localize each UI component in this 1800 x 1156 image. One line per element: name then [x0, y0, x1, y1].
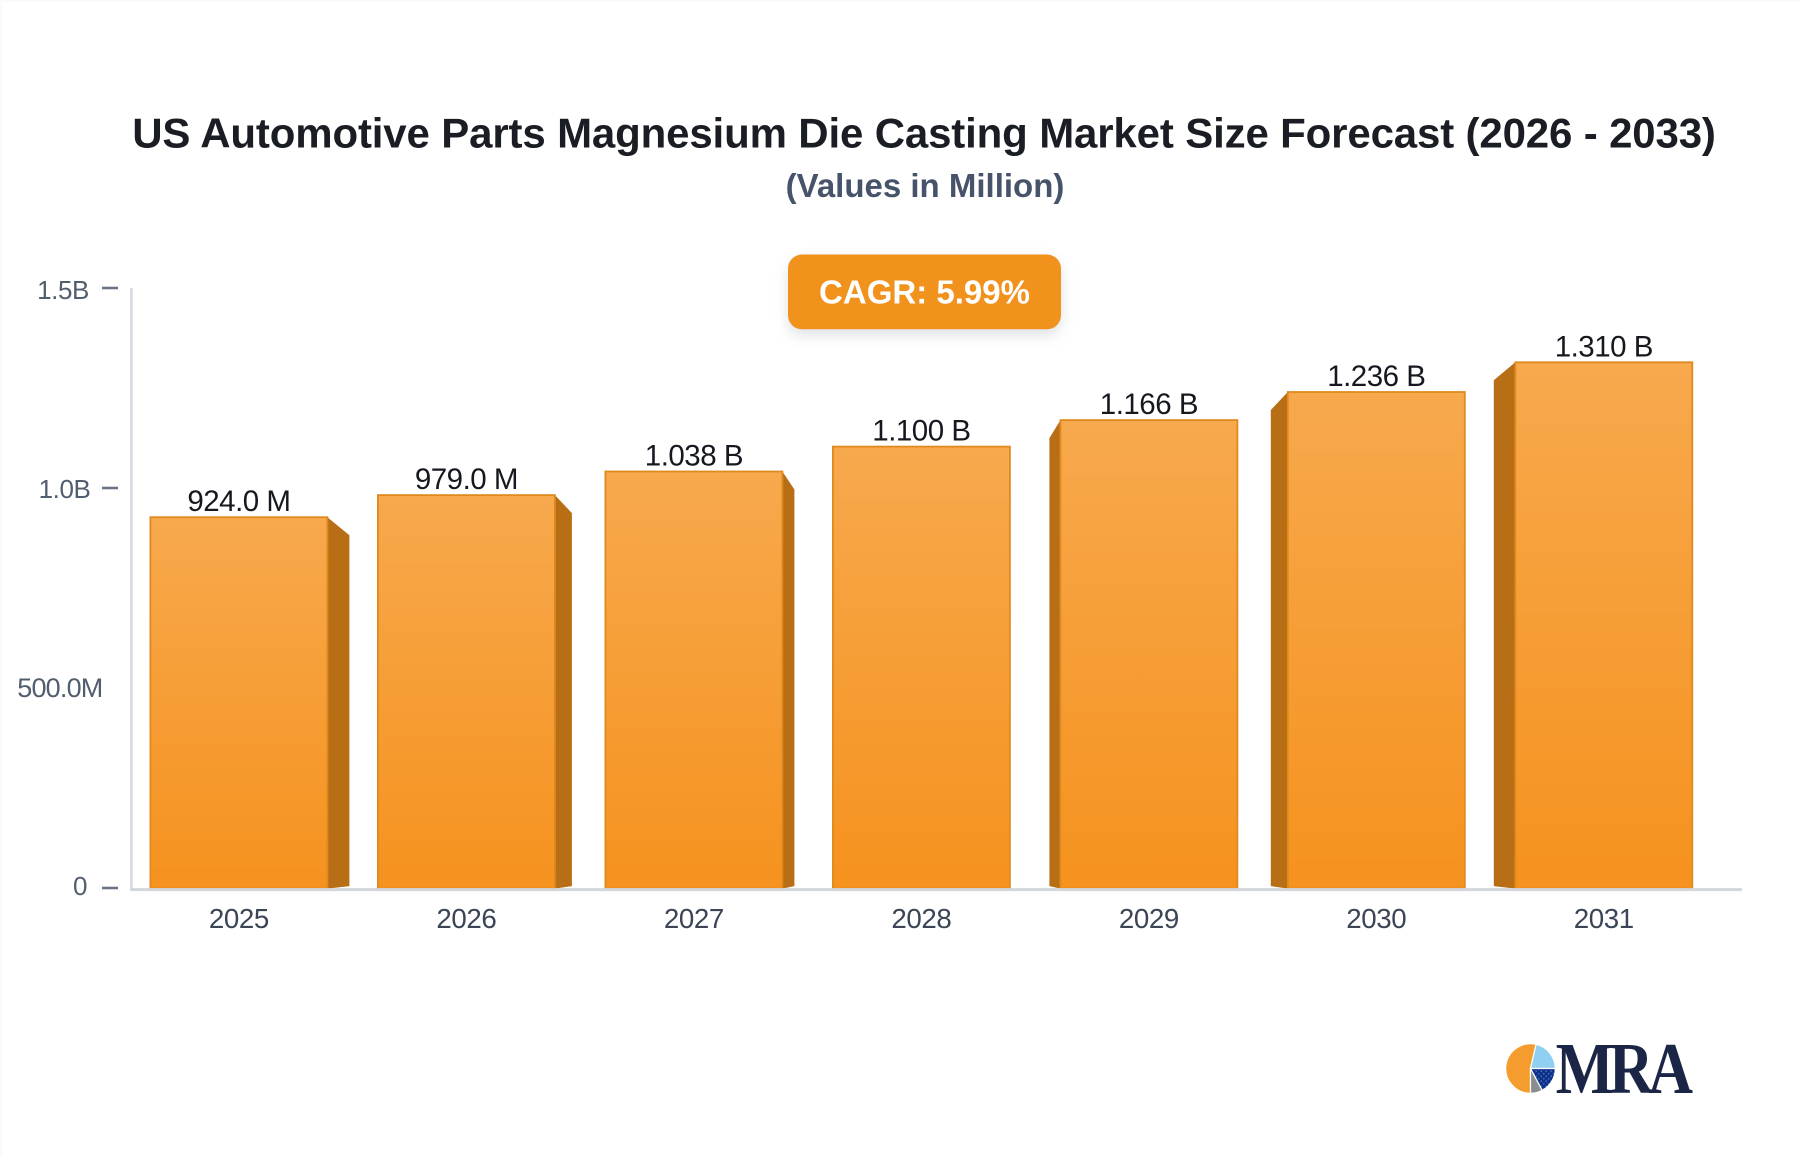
svg-text:US Automotive Parts Magnesium: US Automotive Parts Magnesium Die Castin…: [132, 110, 1716, 157]
svg-text:2028: 2028: [891, 903, 951, 934]
svg-text:2030: 2030: [1346, 903, 1406, 934]
svg-text:1.166 B: 1.166 B: [1100, 388, 1198, 421]
svg-text:500.0M: 500.0M: [17, 673, 102, 703]
svg-text:2029: 2029: [1119, 903, 1179, 934]
svg-text:2026: 2026: [436, 903, 496, 934]
svg-text:979.0 M: 979.0 M: [415, 463, 518, 496]
svg-text:2025: 2025: [209, 903, 269, 934]
svg-text:1.100 B: 1.100 B: [872, 415, 970, 448]
svg-text:CAGR: 5.99%: CAGR: 5.99%: [819, 274, 1030, 311]
svg-text:MRA: MRA: [1556, 1028, 1694, 1109]
svg-text:(Values in Million): (Values in Million): [786, 167, 1065, 204]
svg-text:1.0B: 1.0B: [39, 474, 91, 504]
svg-text:2027: 2027: [664, 903, 724, 934]
svg-text:924.0 M: 924.0 M: [187, 485, 290, 518]
svg-text:1.310 B: 1.310 B: [1555, 330, 1653, 363]
svg-text:0: 0: [73, 871, 87, 901]
svg-text:1.5B: 1.5B: [37, 275, 89, 305]
svg-text:2031: 2031: [1574, 903, 1634, 934]
svg-text:1.236 B: 1.236 B: [1327, 360, 1425, 393]
svg-text:1.038 B: 1.038 B: [645, 440, 743, 473]
